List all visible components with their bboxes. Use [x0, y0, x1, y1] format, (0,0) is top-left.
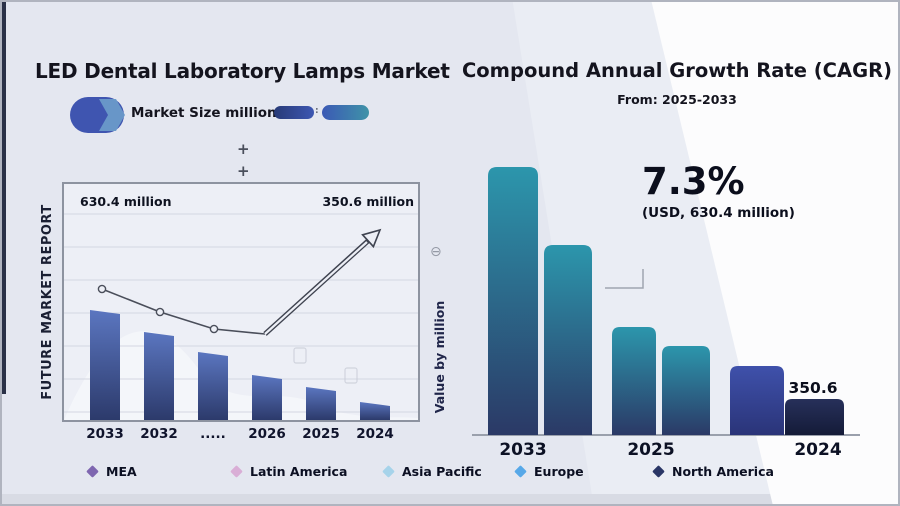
- market-bar-2032: [144, 332, 174, 420]
- legend-label: MEA: [106, 464, 137, 479]
- trend-marker: [209, 324, 219, 334]
- market-size-x-axis: 2033 2032..... 2026 2025 2024: [62, 426, 420, 444]
- legend-label: Europe: [534, 464, 584, 479]
- cagr-bar-2033-primary: [488, 167, 538, 435]
- x-tick-label: 2033: [499, 440, 546, 460]
- x-tick-label: 2026: [248, 426, 286, 442]
- legend-diamond-icon: [230, 465, 243, 478]
- cagr-stat-block: 7.3% (USD, 630.4 million): [642, 160, 882, 221]
- market-size-label: Market Size million: [131, 105, 277, 121]
- legend-item-latin-america: Latin America: [230, 464, 348, 479]
- growth-arrow-head: [361, 228, 382, 249]
- market-bar-2026: [252, 375, 282, 420]
- x-tick-label: 2025: [627, 440, 674, 460]
- cagr-title: Compound Annual Growth Rate (CAGR): [461, 59, 893, 82]
- trend-line: [101, 288, 266, 335]
- legend-label: Asia Pacific: [402, 464, 482, 479]
- cagr-subtitle: From: 2025-2033: [617, 92, 737, 107]
- cagr-bar-2024-secondary: [785, 399, 844, 435]
- scale-pills-icon: [274, 105, 369, 120]
- legend-diamond-icon: [652, 465, 665, 478]
- x-tick-label: 2024: [794, 440, 841, 460]
- pills-separator: :: [315, 106, 319, 116]
- ghost-glyph: [293, 347, 307, 364]
- y-axis-label: Value by million: [432, 300, 447, 414]
- ghost-glyph: [344, 367, 358, 384]
- left-edge-accent: [2, 2, 6, 394]
- cagr-bar-2025-secondary: [662, 346, 710, 435]
- cagr-detail: (USD, 630.4 million): [642, 204, 795, 221]
- annotation-end: 350.6 million: [322, 194, 414, 209]
- x-tick-label: 2024: [356, 426, 394, 442]
- market-bar-2025: [306, 387, 336, 420]
- market-bar-.....: [198, 352, 228, 420]
- market-bar-2024: [360, 402, 390, 420]
- legend-item-europe: Europe: [514, 464, 584, 479]
- bottom-strip: [2, 494, 898, 504]
- step-bracket: [605, 269, 644, 289]
- legend: MEA Latin America Asia Pacific Europe North …: [2, 464, 898, 488]
- legend-item-mea: MEA: [86, 464, 137, 479]
- trend-marker: [155, 307, 165, 317]
- market-size-icon: [70, 97, 125, 133]
- cagr-value: 7.3%: [642, 160, 745, 203]
- legend-item-asia-pacific: Asia Pacific: [382, 464, 482, 479]
- cagr-bar-2025-primary: [612, 327, 656, 435]
- market-bar-2033: [90, 310, 120, 420]
- x-tick-label: .....: [200, 426, 226, 442]
- cagr-chart: 2033 2025 2024 350.6: [472, 167, 860, 460]
- x-tick-label: 2032: [140, 426, 178, 442]
- annotation-start: 630.4 million: [80, 194, 172, 209]
- legend-item-north-america: North America: [652, 464, 774, 479]
- plus-mark: +: [237, 140, 250, 158]
- legend-diamond-icon: [514, 465, 527, 478]
- legend-diamond-icon: [382, 465, 395, 478]
- bar-annotation: 350.6: [788, 379, 837, 397]
- market-size-icon-row: [69, 96, 127, 136]
- legend-label: Latin America: [250, 464, 348, 479]
- minus-circle-icon: ⊖: [430, 244, 442, 260]
- market-size-chart: 630.4 million 350.6 million: [62, 182, 420, 422]
- cagr-bar-2033-secondary: [544, 245, 592, 435]
- x-tick-label: 2033: [86, 426, 124, 442]
- legend-label: North America: [672, 464, 774, 479]
- left-chart-title: LED Dental Laboratory Lamps Market: [35, 59, 450, 83]
- trend-marker: [97, 284, 107, 294]
- x-tick-label: 2025: [302, 426, 340, 442]
- plus-mark: +: [237, 162, 250, 180]
- vertical-watermark: FUTURE MARKET REPORT: [40, 204, 55, 400]
- cagr-bar-2024-primary: [730, 366, 784, 435]
- legend-diamond-icon: [86, 465, 99, 478]
